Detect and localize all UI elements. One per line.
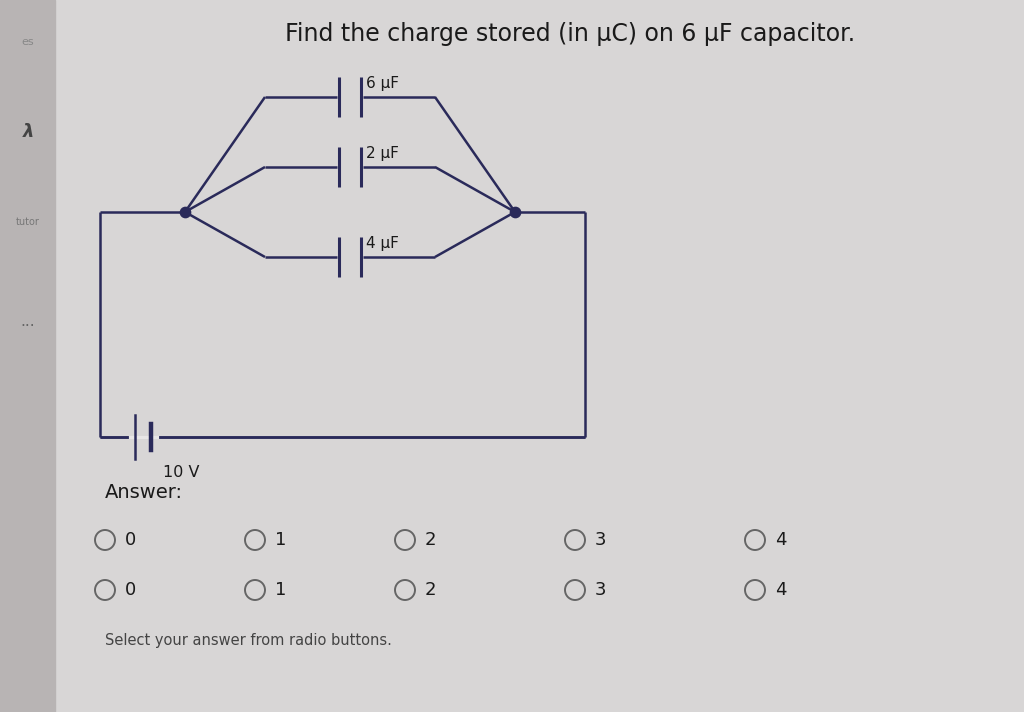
Text: 2: 2 — [425, 581, 436, 599]
Text: 1: 1 — [275, 531, 287, 549]
Text: 4 μF: 4 μF — [366, 236, 399, 251]
Text: Select your answer from radio buttons.: Select your answer from radio buttons. — [105, 632, 392, 647]
Text: 6 μF: 6 μF — [366, 76, 399, 91]
Text: 1: 1 — [275, 581, 287, 599]
Text: 3: 3 — [595, 531, 606, 549]
Text: 4: 4 — [775, 531, 786, 549]
Text: 10 V: 10 V — [163, 465, 200, 480]
Text: 2 μF: 2 μF — [366, 146, 399, 161]
Point — [177, 206, 194, 218]
Text: ...: ... — [20, 315, 35, 330]
Text: 0: 0 — [125, 531, 136, 549]
Text: 4: 4 — [775, 581, 786, 599]
Text: Find the charge stored (in μC) on 6 μF capacitor.: Find the charge stored (in μC) on 6 μF c… — [285, 22, 855, 46]
Text: 2: 2 — [425, 531, 436, 549]
Text: es: es — [22, 37, 35, 47]
Point — [507, 206, 523, 218]
Text: Answer:: Answer: — [105, 483, 183, 501]
Bar — [0, 0, 55, 712]
Text: 0: 0 — [125, 581, 136, 599]
Text: λ: λ — [23, 123, 34, 141]
Text: tutor: tutor — [16, 217, 40, 227]
Text: 3: 3 — [595, 581, 606, 599]
